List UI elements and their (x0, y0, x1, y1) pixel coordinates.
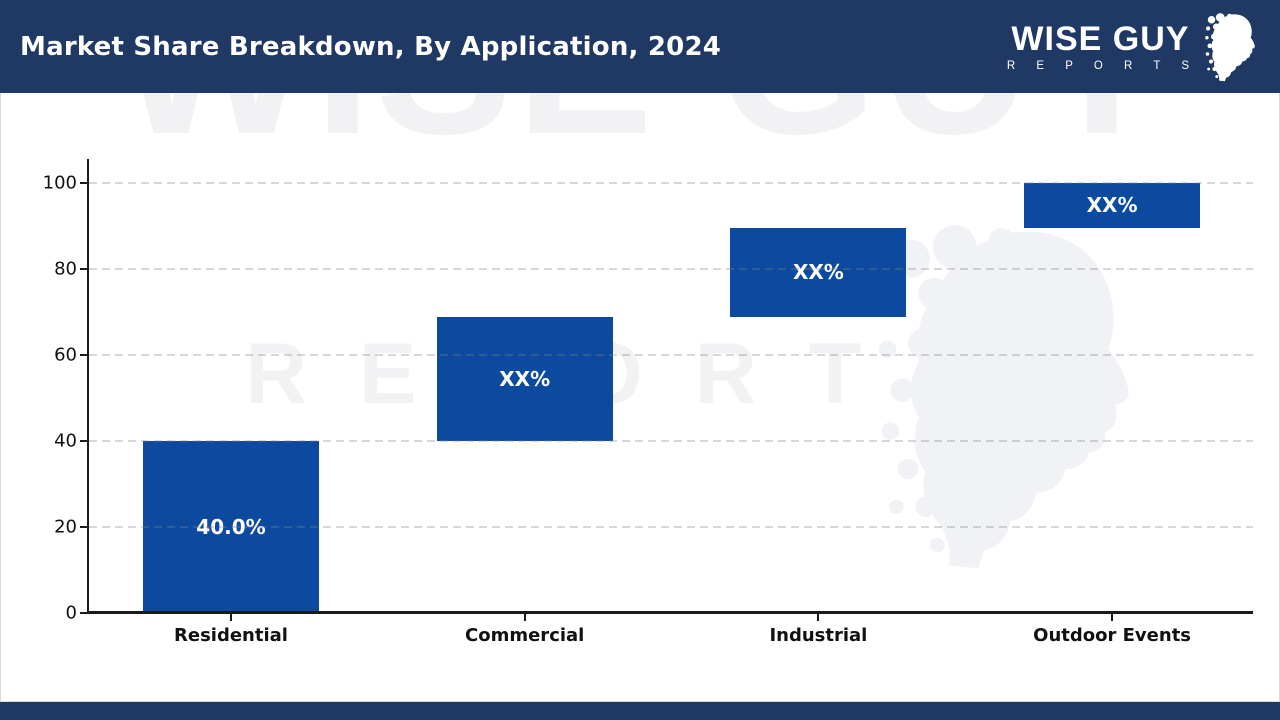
y-tick-60 (80, 353, 87, 356)
header-band: Market Share Breakdown, By Application, … (0, 0, 1280, 93)
y-tick-label-0: 0 (65, 602, 77, 623)
chart-canvas: WISE GUY R E P O R T S 02040608010040.0%… (0, 93, 1280, 702)
bar-industrial: XX% (730, 227, 907, 317)
x-tick-0 (230, 614, 232, 621)
y-tick-0 (80, 611, 87, 614)
logo-wordmark: WISE GUY (1011, 19, 1190, 58)
gridline-20 (89, 525, 1253, 528)
bar-value-label: 40.0% (196, 514, 266, 539)
category-label-1: Commercial (465, 625, 585, 646)
watermark-head-graphic (878, 225, 1129, 569)
bar-commercial: XX% (436, 316, 613, 441)
y-tick-40 (80, 439, 87, 442)
x-axis-spine (87, 611, 1253, 614)
gridline-40 (89, 439, 1253, 442)
y-tick-80 (80, 267, 87, 270)
bar-outdoor-events: XX% (1024, 182, 1201, 228)
x-tick-2 (817, 614, 820, 621)
logo-subtext: R E P O R T S (1006, 59, 1198, 72)
gridline-80 (89, 267, 1253, 270)
gridline-60 (89, 353, 1253, 356)
x-tick-1 (523, 614, 526, 621)
bar-value-label: XX% (1086, 193, 1138, 218)
watermark-wordmark: WISE GUY (117, 93, 1174, 181)
footer-band (0, 702, 1280, 720)
category-label-0: Residential (174, 625, 288, 646)
brand-logo: WISE GUY R E P O R T S (1003, 11, 1262, 83)
y-axis-spine (87, 159, 89, 613)
logo-head-icon (1205, 12, 1255, 81)
y-tick-label-60: 60 (54, 344, 77, 366)
y-tick-label-20: 20 (54, 516, 77, 538)
y-tick-label-100: 100 (42, 172, 77, 194)
category-label-3: Outdoor Events (1033, 625, 1192, 646)
chart-title: Market Share Breakdown, By Application, … (20, 31, 722, 62)
bar-value-label: XX% (792, 260, 844, 285)
y-tick-20 (80, 525, 87, 528)
y-tick-100 (80, 181, 87, 184)
y-tick-label-80: 80 (54, 258, 77, 280)
category-label-2: Industrial (769, 625, 868, 646)
y-tick-label-40: 40 (54, 430, 77, 452)
bar-value-label: XX% (499, 366, 551, 391)
gridline-100 (89, 181, 1253, 184)
bar-residential: 40.0% (143, 440, 319, 613)
logo-text: WISE GUY R E P O R T S (1003, 22, 1198, 72)
x-tick-3 (1111, 614, 1114, 621)
